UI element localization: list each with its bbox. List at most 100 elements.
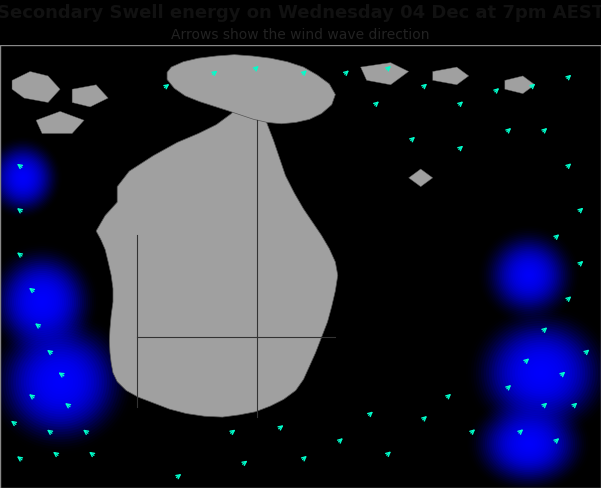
- Ellipse shape: [500, 421, 558, 467]
- Ellipse shape: [499, 335, 582, 410]
- Ellipse shape: [516, 433, 542, 454]
- Polygon shape: [409, 169, 433, 187]
- Ellipse shape: [11, 166, 34, 190]
- Ellipse shape: [19, 342, 102, 422]
- Ellipse shape: [520, 437, 538, 451]
- Polygon shape: [12, 71, 60, 102]
- Ellipse shape: [0, 322, 123, 442]
- Ellipse shape: [502, 249, 556, 302]
- Ellipse shape: [8, 331, 112, 432]
- Ellipse shape: [0, 144, 55, 212]
- Ellipse shape: [28, 287, 56, 316]
- Ellipse shape: [50, 371, 70, 392]
- Ellipse shape: [13, 336, 107, 427]
- Ellipse shape: [487, 410, 571, 477]
- Ellipse shape: [0, 148, 51, 207]
- Ellipse shape: [26, 349, 94, 414]
- Ellipse shape: [489, 325, 593, 420]
- Ellipse shape: [22, 281, 62, 323]
- Ellipse shape: [520, 266, 538, 284]
- Ellipse shape: [31, 354, 89, 409]
- Ellipse shape: [513, 431, 545, 456]
- Ellipse shape: [522, 438, 535, 449]
- Ellipse shape: [525, 272, 532, 279]
- Ellipse shape: [535, 368, 546, 378]
- Ellipse shape: [507, 254, 551, 297]
- Ellipse shape: [0, 252, 90, 351]
- Ellipse shape: [523, 270, 534, 281]
- Ellipse shape: [507, 342, 575, 404]
- Ellipse shape: [0, 147, 52, 209]
- Ellipse shape: [58, 379, 63, 384]
- Ellipse shape: [518, 264, 540, 286]
- Ellipse shape: [2, 156, 44, 200]
- Ellipse shape: [495, 242, 563, 309]
- Polygon shape: [433, 67, 469, 85]
- Ellipse shape: [512, 347, 570, 399]
- Ellipse shape: [484, 321, 598, 425]
- Ellipse shape: [7, 162, 38, 194]
- Ellipse shape: [480, 405, 578, 483]
- Ellipse shape: [34, 357, 86, 407]
- Ellipse shape: [17, 172, 28, 184]
- Ellipse shape: [533, 366, 549, 380]
- Ellipse shape: [14, 169, 31, 187]
- Ellipse shape: [29, 351, 91, 412]
- Ellipse shape: [14, 273, 70, 331]
- Ellipse shape: [528, 361, 554, 385]
- Ellipse shape: [0, 145, 53, 210]
- Ellipse shape: [5, 159, 41, 197]
- Ellipse shape: [8, 267, 76, 337]
- Ellipse shape: [4, 263, 80, 341]
- Ellipse shape: [518, 435, 540, 452]
- Ellipse shape: [520, 354, 562, 392]
- Ellipse shape: [18, 277, 66, 326]
- Ellipse shape: [522, 268, 536, 283]
- Ellipse shape: [9, 163, 37, 193]
- Ellipse shape: [486, 323, 596, 423]
- Ellipse shape: [489, 412, 569, 476]
- Ellipse shape: [517, 351, 564, 394]
- Ellipse shape: [526, 442, 531, 446]
- Ellipse shape: [42, 364, 78, 399]
- Ellipse shape: [511, 429, 546, 458]
- Ellipse shape: [39, 362, 81, 402]
- Polygon shape: [36, 111, 84, 134]
- Ellipse shape: [496, 333, 585, 413]
- Ellipse shape: [525, 440, 533, 447]
- Ellipse shape: [502, 423, 555, 465]
- Ellipse shape: [22, 176, 24, 179]
- Ellipse shape: [493, 240, 565, 311]
- Ellipse shape: [494, 330, 588, 415]
- Ellipse shape: [40, 300, 44, 304]
- Ellipse shape: [478, 316, 601, 429]
- Ellipse shape: [24, 284, 60, 321]
- Ellipse shape: [55, 377, 66, 386]
- Polygon shape: [505, 76, 535, 94]
- Polygon shape: [361, 62, 409, 85]
- Ellipse shape: [478, 403, 579, 485]
- Ellipse shape: [515, 349, 567, 396]
- Ellipse shape: [492, 328, 590, 418]
- Ellipse shape: [514, 261, 543, 289]
- Ellipse shape: [505, 252, 552, 298]
- Ellipse shape: [12, 271, 72, 333]
- Ellipse shape: [3, 326, 117, 437]
- Ellipse shape: [527, 274, 531, 277]
- Text: Arrows show the wind wave direction: Arrows show the wind wave direction: [171, 28, 430, 42]
- Polygon shape: [72, 85, 108, 107]
- Ellipse shape: [0, 324, 120, 439]
- Ellipse shape: [0, 256, 86, 347]
- Ellipse shape: [504, 250, 554, 300]
- Ellipse shape: [3, 157, 43, 199]
- Ellipse shape: [0, 254, 88, 349]
- Ellipse shape: [511, 258, 547, 293]
- Ellipse shape: [0, 150, 49, 206]
- Ellipse shape: [498, 245, 560, 305]
- Ellipse shape: [496, 244, 561, 307]
- Ellipse shape: [500, 247, 558, 304]
- Ellipse shape: [16, 170, 30, 185]
- Ellipse shape: [0, 259, 84, 346]
- Ellipse shape: [496, 417, 562, 470]
- Ellipse shape: [507, 426, 551, 462]
